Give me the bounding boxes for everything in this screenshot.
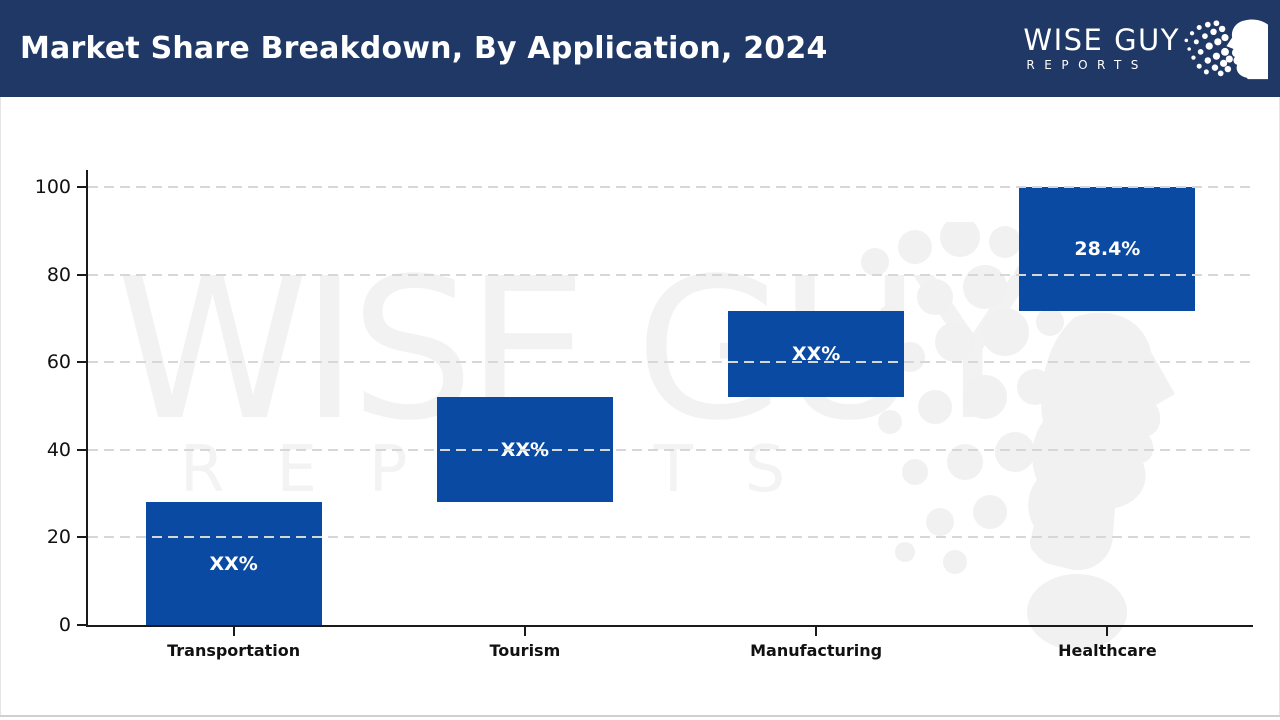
y-tick-label-20: 20 (46, 526, 71, 549)
y-tick-40 (77, 448, 86, 451)
bar-manufacturing: XX% (728, 311, 905, 398)
y-tick-100 (77, 186, 86, 188)
x-axis-label-manufacturing: Manufacturing (750, 641, 883, 660)
bar-value-label-transportation: XX% (209, 552, 258, 575)
y-gridline-80 (88, 273, 1253, 276)
y-gridline-20 (88, 536, 1253, 539)
bar-value-label-healthcare: 28.4% (1074, 238, 1141, 261)
y-tick-label-80: 80 (46, 263, 71, 286)
brand-logo: WISE GUY REPORTS (1023, 8, 1268, 90)
y-tick-label-60: 60 (46, 351, 71, 374)
logo-wordmark: WISE GUY (1023, 23, 1180, 57)
y-tick-label-0: 0 (58, 614, 71, 636)
logo-face-icon (1184, 18, 1268, 79)
header: Market Share Breakdown, By Application, … (0, 0, 1280, 97)
y-tick-60 (77, 361, 86, 364)
x-tick-healthcare (1106, 627, 1109, 636)
y-gridline-60 (88, 361, 1253, 364)
watermark-face-icon (860, 222, 1185, 650)
y-tick-80 (77, 273, 86, 276)
page-title: Market Share Breakdown, By Application, … (20, 31, 828, 66)
y-tick-20 (77, 536, 86, 539)
bar-transportation: XX% (145, 502, 322, 625)
y-tick-label-100: 100 (34, 176, 71, 198)
x-axis-label-tourism: Tourism (489, 641, 561, 660)
logo-subtext: REPORTS (1026, 58, 1148, 72)
x-axis-label-healthcare: Healthcare (1058, 641, 1157, 660)
x-axis-line (86, 625, 1253, 627)
x-axis-label-transportation: Transportation (167, 641, 301, 660)
y-tick-0 (77, 624, 86, 626)
x-tick-tourism (523, 627, 526, 636)
bar-healthcare: 28.4% (1019, 187, 1196, 312)
bar-value-label-manufacturing: XX% (791, 343, 841, 366)
y-gridline-100 (88, 186, 1253, 188)
left-border-line (0, 97, 1, 717)
bottom-border-line (0, 715, 1280, 717)
x-tick-transportation (232, 627, 235, 636)
x-tick-manufacturing (815, 627, 818, 636)
y-axis-line (86, 170, 88, 627)
y-gridline-40 (88, 448, 1253, 451)
y-tick-label-40: 40 (46, 438, 71, 461)
